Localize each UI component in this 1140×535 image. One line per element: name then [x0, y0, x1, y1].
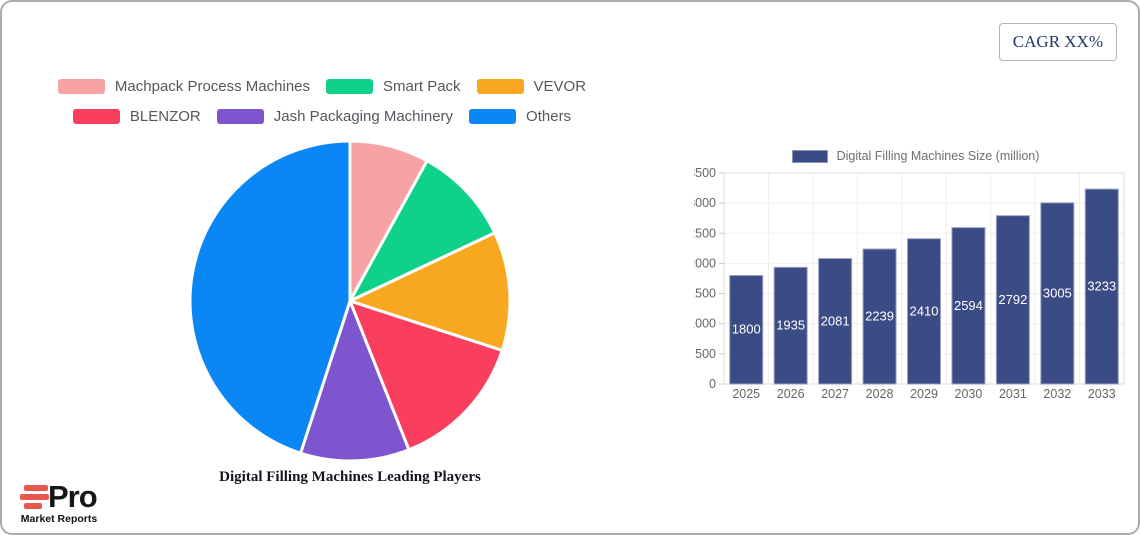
legend-item-smart-pack: Smart Pack — [326, 78, 461, 95]
bar-2032 — [1040, 202, 1075, 385]
legend-swatch — [476, 79, 524, 94]
pie-slice-vevor — [348, 231, 512, 352]
bar-value-label: 2792 — [998, 292, 1027, 307]
bar-value-label: 2594 — [954, 298, 983, 313]
legend-label: Machpack Process Machines — [114, 78, 311, 95]
bar-value-label: 3005 — [1043, 285, 1072, 300]
y-tick-label: 2000 — [694, 256, 716, 270]
legend-item-blenzor: BLENZOR — [72, 108, 201, 125]
y-tick-label: 1000 — [694, 317, 716, 331]
bar-value-label: 2239 — [865, 309, 894, 324]
bar-2028 — [862, 248, 897, 385]
x-tick-label: 2030 — [955, 387, 983, 401]
x-tick-label: 2031 — [999, 387, 1027, 401]
bar-chart-panel: Digital Filling Machines Size (million) … — [688, 142, 1137, 416]
x-tick-label: 2027 — [821, 387, 849, 401]
bar-value-label: 3233 — [1087, 279, 1116, 294]
bar-value-label: 2081 — [821, 313, 850, 328]
bar-2031 — [995, 215, 1030, 385]
bar-2025 — [729, 274, 764, 385]
legend-swatch — [326, 79, 374, 94]
bar-value-label: 1800 — [732, 322, 761, 337]
x-tick-label: 2026 — [777, 387, 805, 401]
bar-chart-legend: Digital Filling Machines Size (million) — [694, 149, 1137, 163]
pie-slice-others — [188, 139, 352, 455]
y-tick-label: 0 — [709, 377, 716, 391]
legend-label: Jash Packaging Machinery — [273, 108, 454, 125]
pie-chart — [188, 139, 512, 463]
logo-bars-icon — [20, 484, 49, 509]
pie-chart-svg — [188, 139, 512, 463]
y-tick-label: 3000 — [694, 196, 716, 210]
y-tick-label: 1500 — [694, 287, 716, 301]
legend-label: Smart Pack — [383, 78, 461, 95]
bar-2033 — [1084, 188, 1119, 385]
y-tick-label: 3500 — [694, 166, 716, 180]
legend-label: VEVOR — [533, 78, 587, 95]
y-tick-label: 2500 — [694, 226, 716, 240]
bar-value-label: 2410 — [910, 303, 939, 318]
pie-chart-title: Digital Filling Machines Leading Players — [219, 469, 481, 485]
logo-brand-text: Pro — [48, 479, 98, 514]
x-tick-label: 2029 — [910, 387, 938, 401]
x-tick-label: 2028 — [866, 387, 894, 401]
pie-legend: Machpack Process Machines Smart Pack VEVOR… — [2, 78, 642, 125]
bar-chart-svg: 0 500 1000 1500 2000 2500 3000 3500 1800 2025 1935… — [688, 166, 1125, 401]
pie-slice-smart-pack — [348, 159, 497, 303]
bar-legend-swatch — [791, 149, 828, 163]
legend-item-jash-packaging-machinery: Jash Packaging Machinery — [216, 108, 454, 125]
legend-item-machpack-process-machines: Machpack Process Machines — [57, 78, 311, 95]
x-tick-label: 2032 — [1043, 387, 1071, 401]
x-tick-label: 2025 — [732, 387, 760, 401]
legend-row: BLENZOR Jash Packaging Machinery Others — [72, 108, 571, 125]
pro-market-reports-logo: Pro Market Reports — [20, 481, 98, 525]
bar-2030 — [951, 227, 986, 385]
y-tick-label: 500 — [695, 347, 716, 361]
legend-row: Machpack Process Machines Smart Pack VEVOR — [57, 78, 587, 95]
legend-label: Others — [526, 108, 572, 125]
legend-item-vevor: VEVOR — [476, 78, 587, 95]
bar-2029 — [907, 238, 941, 385]
bar-2026 — [773, 266, 808, 385]
legend-swatch — [57, 79, 105, 94]
legend-swatch — [469, 109, 517, 124]
logo-subtitle-text: Market Reports — [20, 513, 98, 525]
cagr-badge: CAGR XX% — [998, 23, 1117, 61]
pie-slice-blenzor — [348, 299, 504, 452]
bar-legend-label: Digital Filling Machines Size (million) — [836, 149, 1040, 163]
pie-slice-jash-packaging-machinery — [299, 299, 411, 463]
legend-swatch — [216, 109, 264, 124]
legend-item-others: Others — [469, 108, 571, 125]
legend-label: BLENZOR — [129, 108, 201, 125]
legend-swatch — [72, 109, 120, 124]
bar-value-label: 1935 — [776, 318, 805, 333]
x-tick-label: 2033 — [1088, 387, 1116, 401]
bar-2027 — [818, 258, 853, 385]
